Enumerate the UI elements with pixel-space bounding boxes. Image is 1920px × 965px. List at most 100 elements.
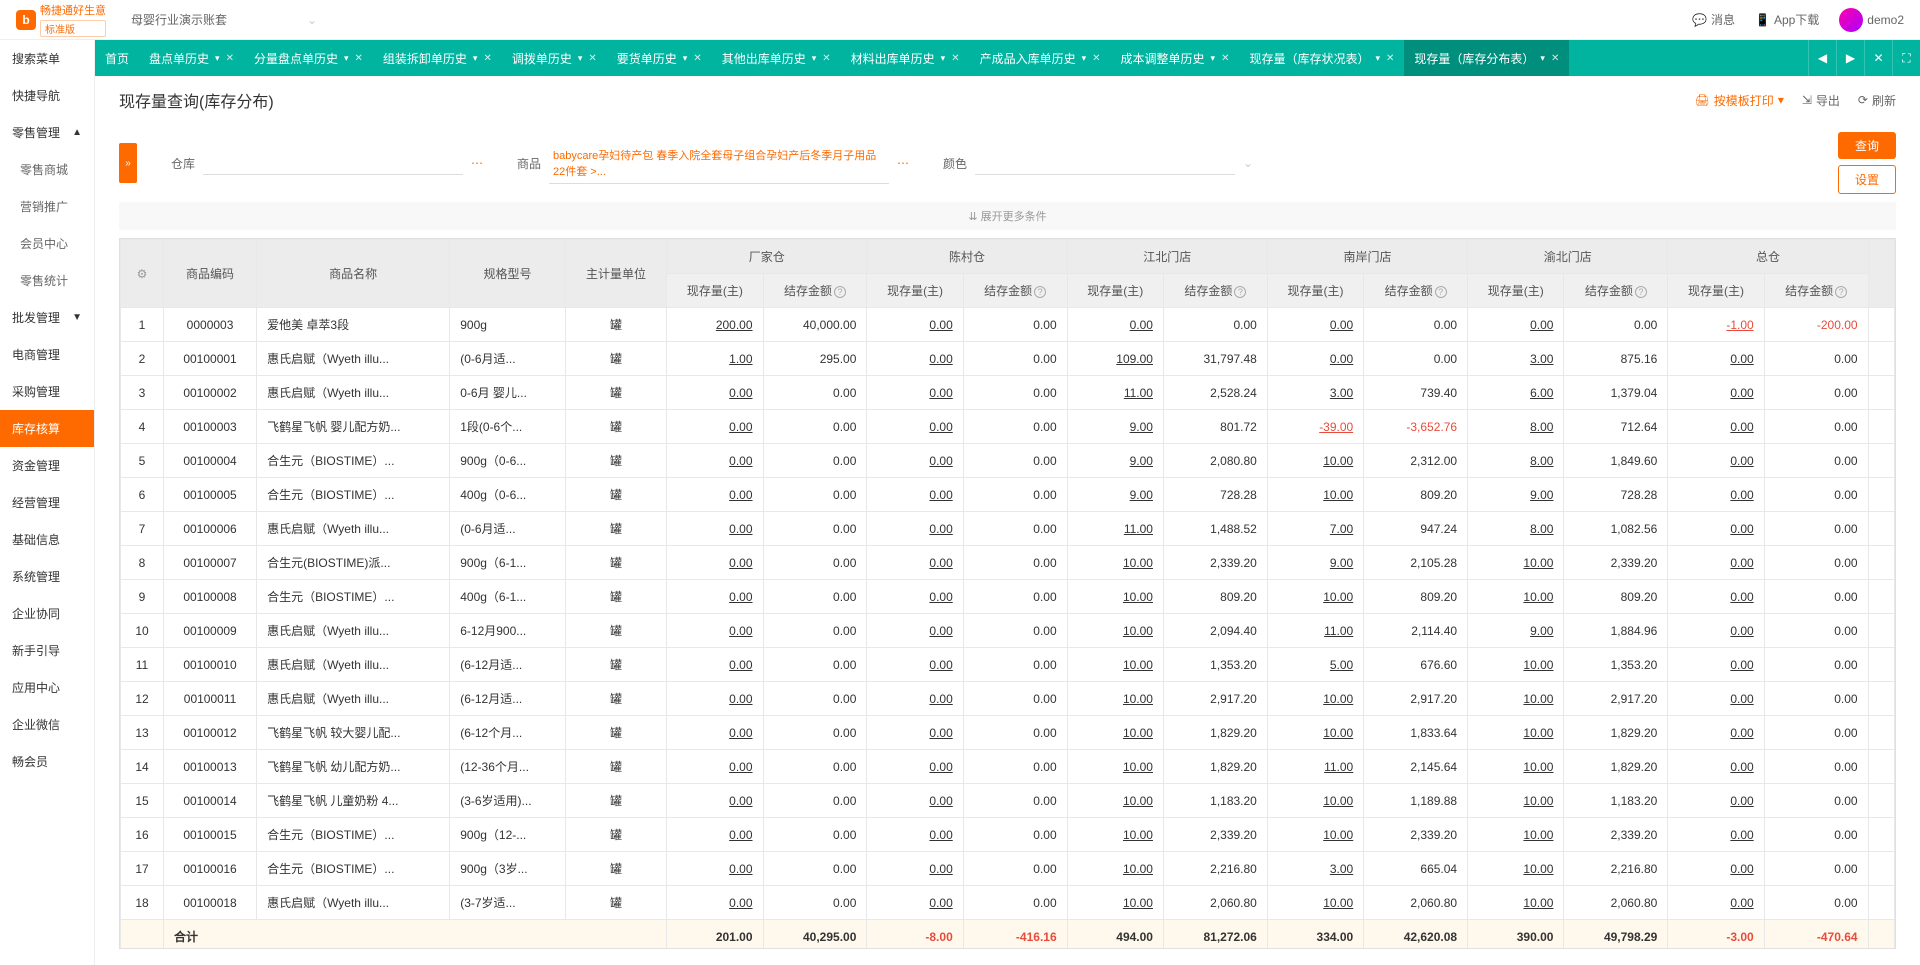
qty-link[interactable]: -1.00: [1726, 318, 1753, 332]
qty-link[interactable]: 10.00: [1123, 692, 1153, 706]
refresh-button[interactable]: ⟳ 刷新: [1858, 92, 1896, 109]
qty-link[interactable]: 11.00: [1324, 624, 1353, 638]
tab[interactable]: 材料出库单历史▾✕: [841, 40, 970, 76]
qty-link[interactable]: 0.00: [1330, 318, 1353, 332]
qty-link[interactable]: 0.00: [929, 658, 952, 672]
qty-link[interactable]: 10.00: [1123, 794, 1153, 808]
tab[interactable]: 现存量（库存分布表）▾✕: [1404, 40, 1569, 76]
qty-link[interactable]: 109.00: [1116, 352, 1153, 366]
qty-link[interactable]: 0.00: [929, 794, 952, 808]
qty-link[interactable]: 0.00: [1730, 420, 1753, 434]
qty-link[interactable]: 8.00: [1530, 454, 1553, 468]
qty-link[interactable]: 8.00: [1530, 420, 1553, 434]
qty-link[interactable]: 0.00: [1730, 828, 1753, 842]
qty-link[interactable]: 0.00: [729, 590, 752, 604]
qty-link[interactable]: 9.00: [1130, 420, 1153, 434]
qty-link[interactable]: 3.00: [1330, 386, 1353, 400]
collapse-filter-button[interactable]: »: [119, 143, 137, 183]
app-download-link[interactable]: 📱App下载: [1755, 11, 1819, 28]
close-icon[interactable]: ✕: [226, 53, 234, 64]
sidebar-item[interactable]: 会员中心: [0, 225, 94, 262]
tab-control[interactable]: ◀: [1808, 40, 1836, 76]
qty-link[interactable]: 11.00: [1324, 760, 1353, 774]
qty-link[interactable]: 10.00: [1523, 794, 1553, 808]
qty-link[interactable]: 200.00: [716, 318, 753, 332]
qty-link[interactable]: 0.00: [1730, 794, 1753, 808]
qty-link[interactable]: 10.00: [1123, 658, 1153, 672]
tab[interactable]: 其他出库单历史▾✕: [712, 40, 841, 76]
tab[interactable]: 组装拆卸单历史▾✕: [373, 40, 502, 76]
qty-link[interactable]: 9.00: [1530, 488, 1553, 502]
qty-link[interactable]: 0.00: [1730, 352, 1753, 366]
sidebar-item[interactable]: 应用中心: [0, 669, 94, 706]
sidebar-item[interactable]: 批发管理▼: [0, 299, 94, 336]
close-icon[interactable]: ✕: [822, 53, 830, 64]
qty-link[interactable]: 0.00: [929, 420, 952, 434]
qty-link[interactable]: 0.00: [729, 692, 752, 706]
qty-link[interactable]: 0.00: [929, 760, 952, 774]
qty-link[interactable]: 0.00: [1730, 692, 1753, 706]
table-container[interactable]: ⚙商品编码商品名称规格型号主计量单位厂家仓陈村仓江北门店南岸门店渝北门店总仓现存…: [119, 238, 1896, 949]
tab[interactable]: 调拨单历史▾✕: [502, 40, 607, 76]
qty-link[interactable]: 0.00: [1130, 318, 1153, 332]
qty-link[interactable]: 1.00: [729, 352, 752, 366]
qty-link[interactable]: 0.00: [929, 590, 952, 604]
qty-link[interactable]: 10.00: [1123, 624, 1153, 638]
qty-link[interactable]: 0.00: [1730, 726, 1753, 740]
qty-link[interactable]: 0.00: [729, 420, 752, 434]
qty-link[interactable]: 0.00: [1530, 318, 1553, 332]
chevron-down-icon[interactable]: ⌄: [1243, 156, 1253, 170]
qty-link[interactable]: 0.00: [929, 318, 952, 332]
sidebar-item[interactable]: 电商管理: [0, 336, 94, 373]
messages-link[interactable]: 💬消息: [1692, 11, 1735, 28]
close-icon[interactable]: ✕: [588, 53, 596, 64]
qty-link[interactable]: 0.00: [929, 386, 952, 400]
qty-link[interactable]: 7.00: [1330, 522, 1353, 536]
qty-link[interactable]: 3.00: [1330, 862, 1353, 876]
product-input[interactable]: babycare孕妇待产包 春季入院全套母子组合孕妇产后冬季月子用品 22件套 …: [549, 143, 889, 184]
qty-link[interactable]: 0.00: [1730, 386, 1753, 400]
qty-link[interactable]: 0.00: [729, 726, 752, 740]
sidebar-item[interactable]: 经营管理: [0, 484, 94, 521]
print-button[interactable]: 🖨 按模板打印 ▾: [1695, 92, 1784, 109]
sidebar-item[interactable]: 零售管理▲: [0, 114, 94, 151]
qty-link[interactable]: 10.00: [1523, 760, 1553, 774]
qty-link[interactable]: 10.00: [1323, 454, 1353, 468]
tab-control[interactable]: ✕: [1864, 40, 1892, 76]
qty-link[interactable]: 10.00: [1523, 862, 1553, 876]
qty-link[interactable]: 0.00: [929, 624, 952, 638]
qty-link[interactable]: 10.00: [1123, 896, 1153, 910]
tab[interactable]: 要货单历史▾✕: [607, 40, 712, 76]
qty-link[interactable]: 0.00: [929, 862, 952, 876]
sidebar-item[interactable]: 企业微信: [0, 706, 94, 743]
qty-link[interactable]: 0.00: [1730, 760, 1753, 774]
qty-link[interactable]: -39.00: [1319, 420, 1353, 434]
qty-link[interactable]: 9.00: [1130, 488, 1153, 502]
close-icon[interactable]: ✕: [951, 53, 959, 64]
qty-link[interactable]: 10.00: [1323, 692, 1353, 706]
qty-link[interactable]: 10.00: [1323, 590, 1353, 604]
warehouse-input[interactable]: [203, 152, 463, 175]
qty-link[interactable]: 10.00: [1523, 726, 1553, 740]
qty-link[interactable]: 10.00: [1523, 590, 1553, 604]
qty-link[interactable]: 0.00: [929, 352, 952, 366]
qty-link[interactable]: 0.00: [1730, 590, 1753, 604]
sidebar-item[interactable]: 快捷导航: [0, 77, 94, 114]
qty-link[interactable]: 10.00: [1323, 726, 1353, 740]
qty-link[interactable]: 0.00: [729, 556, 752, 570]
qty-link[interactable]: 10.00: [1523, 692, 1553, 706]
close-icon[interactable]: ✕: [693, 53, 701, 64]
qty-link[interactable]: 0.00: [729, 386, 752, 400]
qty-link[interactable]: 0.00: [729, 522, 752, 536]
qty-link[interactable]: 11.00: [1124, 522, 1153, 536]
qty-link[interactable]: 0.00: [929, 522, 952, 536]
qty-link[interactable]: 10.00: [1323, 828, 1353, 842]
qty-link[interactable]: 0.00: [1730, 658, 1753, 672]
qty-link[interactable]: 0.00: [929, 556, 952, 570]
qty-link[interactable]: 9.00: [1330, 556, 1353, 570]
qty-link[interactable]: 0.00: [929, 692, 952, 706]
qty-link[interactable]: 0.00: [929, 828, 952, 842]
qty-link[interactable]: 10.00: [1323, 794, 1353, 808]
tab[interactable]: 首页: [95, 40, 139, 76]
qty-link[interactable]: 0.00: [1730, 556, 1753, 570]
